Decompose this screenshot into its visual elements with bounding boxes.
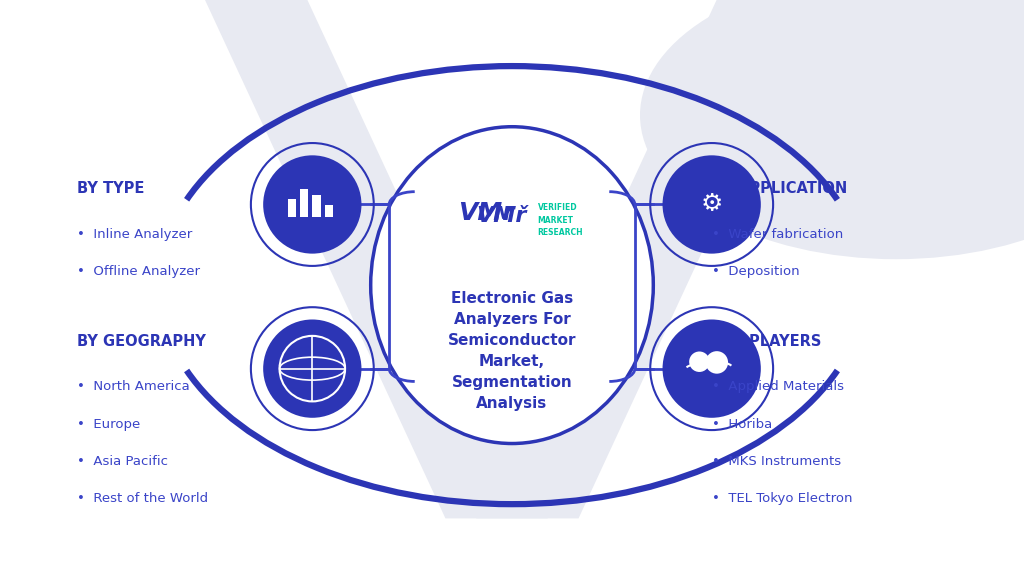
- FancyBboxPatch shape: [312, 195, 321, 217]
- Ellipse shape: [706, 351, 728, 374]
- Text: •  Offline Analyzer: • Offline Analyzer: [77, 265, 200, 278]
- Text: RESEARCH: RESEARCH: [538, 228, 584, 237]
- Text: •  Rest of the World: • Rest of the World: [77, 492, 208, 506]
- Ellipse shape: [263, 320, 361, 418]
- Text: KEY PLAYERS: KEY PLAYERS: [712, 334, 821, 349]
- Text: •  Deposition: • Deposition: [712, 265, 800, 278]
- FancyBboxPatch shape: [300, 189, 308, 217]
- Ellipse shape: [371, 127, 653, 444]
- Ellipse shape: [689, 351, 710, 372]
- Text: ⚙: ⚙: [700, 192, 723, 217]
- Text: BY APPLICATION: BY APPLICATION: [712, 181, 847, 196]
- Text: MARKET: MARKET: [538, 215, 573, 225]
- Text: •  MKS Instruments: • MKS Instruments: [712, 455, 841, 468]
- Polygon shape: [200, 0, 548, 518]
- Text: BY GEOGRAPHY: BY GEOGRAPHY: [77, 334, 206, 349]
- Ellipse shape: [263, 156, 361, 253]
- Text: •  Inline Analyzer: • Inline Analyzer: [77, 228, 193, 241]
- FancyBboxPatch shape: [325, 205, 333, 217]
- Text: •  Applied Materials: • Applied Materials: [712, 380, 844, 393]
- Text: •  TEL Tokyo Electron: • TEL Tokyo Electron: [712, 492, 852, 506]
- Text: Electronic Gas
Analyzers For
Semiconductor
Market,
Segmentation
Analysis: Electronic Gas Analyzers For Semiconduct…: [447, 291, 577, 411]
- Ellipse shape: [663, 156, 761, 253]
- Text: •  Asia Pacific: • Asia Pacific: [77, 455, 168, 468]
- Text: •  Wafer fabrication: • Wafer fabrication: [712, 228, 843, 241]
- FancyBboxPatch shape: [288, 199, 296, 217]
- Text: •  Horiba: • Horiba: [712, 418, 772, 431]
- Text: VMř: VMř: [476, 206, 527, 226]
- Text: •  North America: • North America: [77, 380, 189, 393]
- Polygon shape: [476, 0, 824, 518]
- Text: VERIFIED: VERIFIED: [538, 203, 578, 212]
- Text: •  Europe: • Europe: [77, 418, 140, 431]
- Text: VMr: VMr: [458, 201, 515, 225]
- Text: BY TYPE: BY TYPE: [77, 181, 144, 196]
- Ellipse shape: [663, 320, 761, 418]
- Circle shape: [640, 0, 1024, 259]
